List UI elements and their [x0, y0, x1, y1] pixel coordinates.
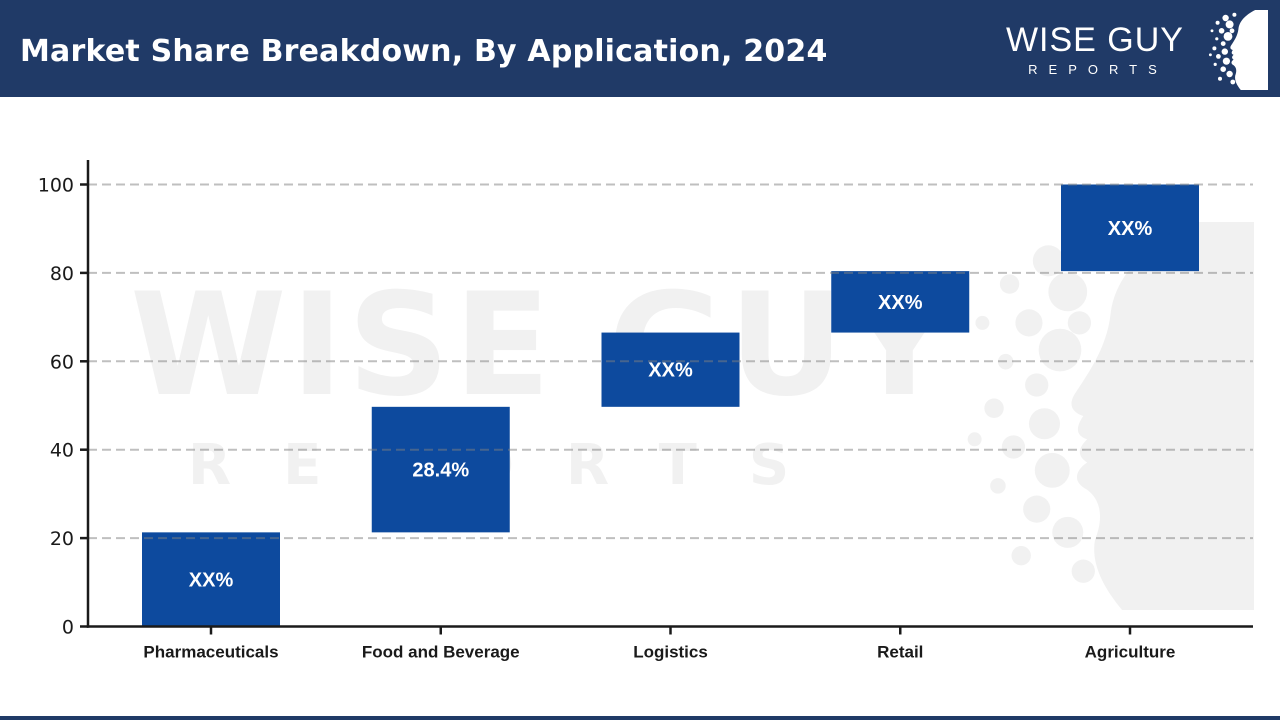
bar-value-label: 28.4%	[412, 460, 469, 482]
y-axis-tick-label: 20	[50, 528, 74, 550]
header-bar: Market Share Breakdown, By Application, …	[0, 0, 1280, 97]
x-axis-tick-label: Pharmaceuticals	[143, 643, 278, 662]
footer-bar	[0, 716, 1280, 720]
bar	[831, 271, 970, 333]
x-axis-tick-label: Agriculture	[1085, 643, 1176, 662]
logo: WISE GUY REPORTS	[1006, 8, 1268, 92]
logo-wise-guy-text: WISE GUY	[1005, 20, 1184, 59]
bar	[601, 332, 740, 407]
x-axis-tick-label: Logistics	[633, 643, 708, 662]
bar-value-label: XX%	[648, 360, 693, 382]
y-axis-tick-label: 80	[50, 263, 74, 285]
bar	[142, 532, 280, 627]
x-axis-tick-label: Retail	[877, 643, 923, 662]
bar-value-label: XX%	[878, 292, 923, 314]
watermark-text-primary: WISE GUY	[130, 263, 955, 428]
logo-text: WISE GUY REPORTS	[1006, 23, 1184, 77]
x-axis-tick-label: Food and Beverage	[362, 643, 520, 662]
bar	[371, 406, 510, 533]
logo-reports-text: REPORTS	[1028, 61, 1168, 77]
bar-value-label: XX%	[189, 569, 234, 591]
bar	[1061, 184, 1199, 272]
y-axis-tick-label: 40	[50, 440, 74, 462]
y-axis-tick-label: 0	[62, 617, 74, 639]
page-title: Market Share Breakdown, By Application, …	[20, 34, 828, 69]
y-axis-tick-label: 100	[38, 175, 74, 197]
logo-face-icon	[1188, 8, 1268, 92]
bar-value-label: XX%	[1108, 218, 1153, 240]
y-axis-tick-label: 60	[50, 351, 74, 373]
